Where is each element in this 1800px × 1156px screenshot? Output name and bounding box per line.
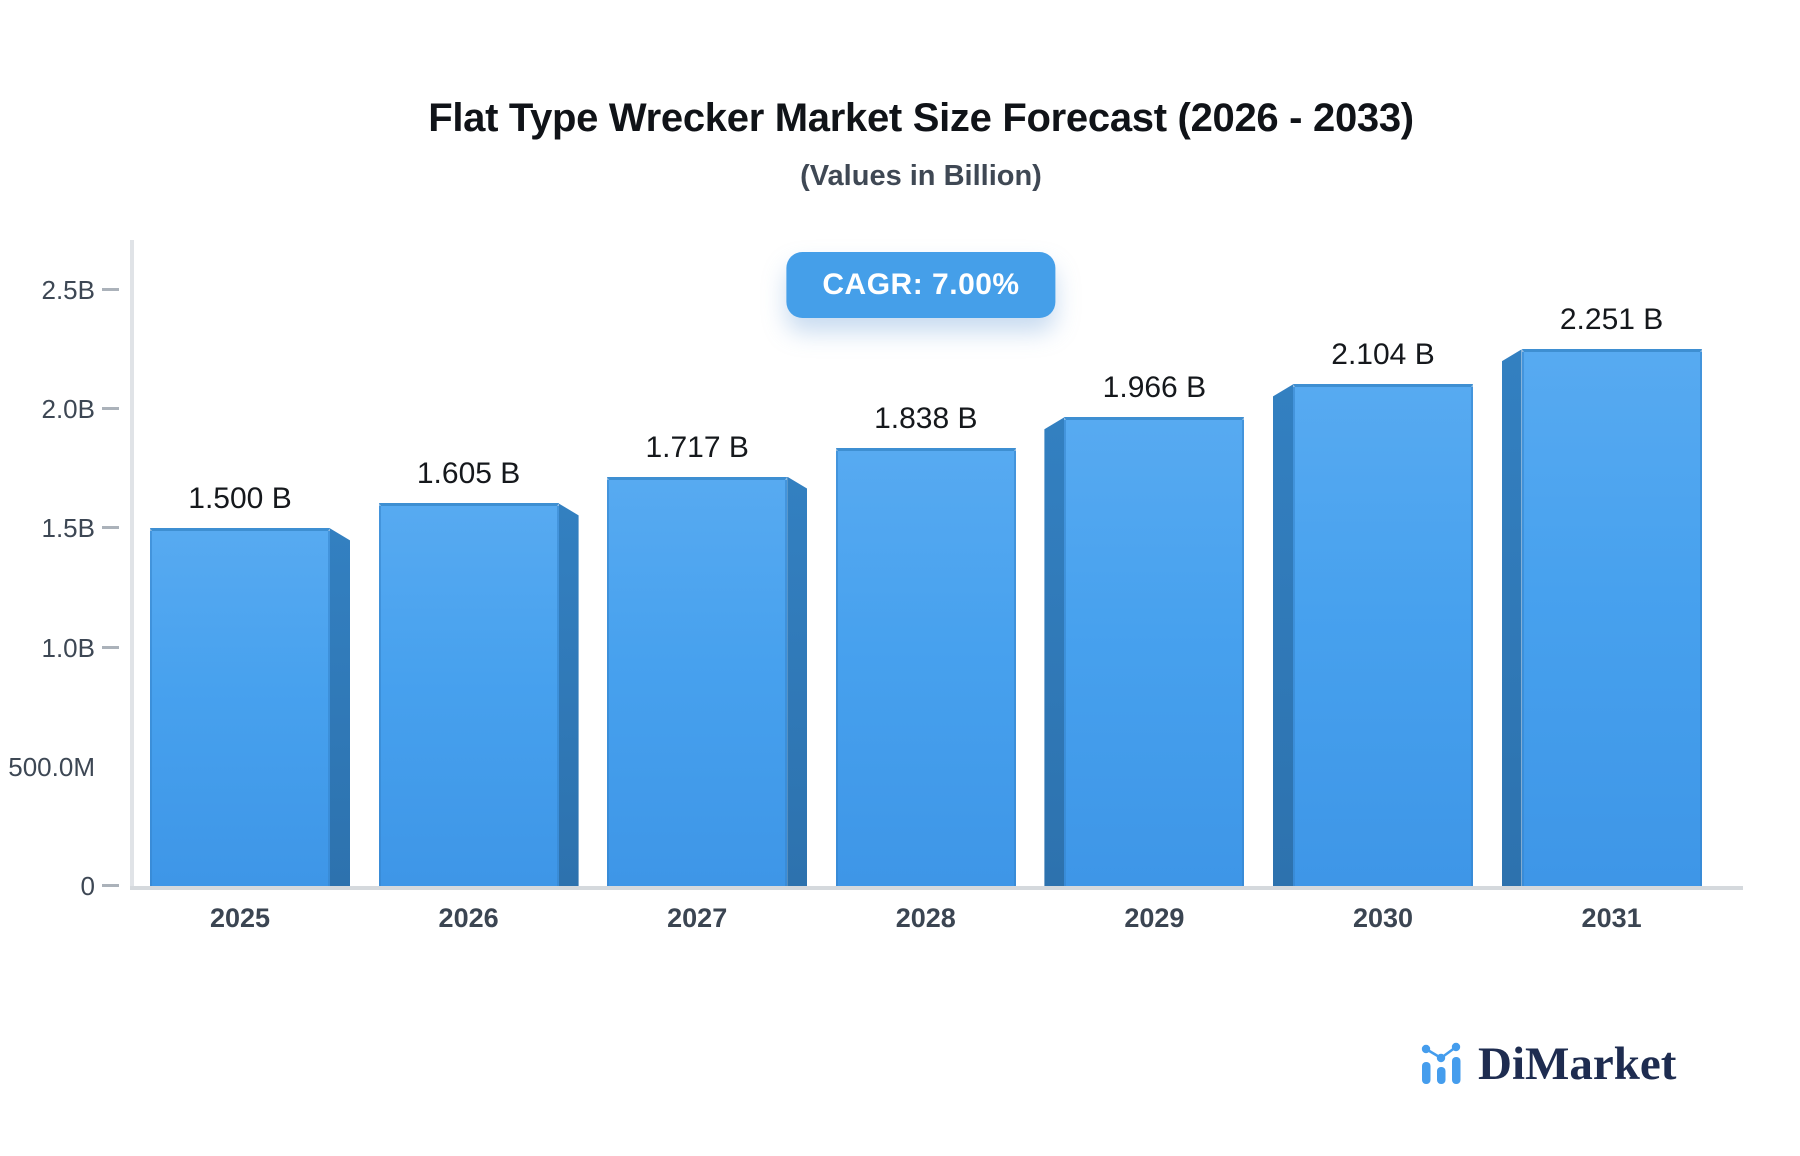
x-axis-label: 2028: [895, 903, 956, 933]
y-axis-tick-mark: [102, 645, 119, 649]
bar-value-label: 1.717 B: [645, 430, 749, 464]
x-axis-label: 2030: [1352, 903, 1414, 933]
y-axis-tick-mark: [102, 526, 119, 530]
chart-subtitle: (Values in Billion): [800, 160, 1042, 192]
bar-value-label: 1.966 B: [1102, 371, 1207, 405]
bar-3d-side-face: [1273, 384, 1293, 886]
bar-2028: [835, 447, 1016, 886]
y-axis-tick-label: 1.0B: [41, 632, 96, 663]
x-axis-label: 2027: [667, 903, 728, 933]
y-axis-line: [130, 240, 134, 890]
bar-2027: [607, 476, 788, 886]
y-axis-tick-mark: [102, 884, 119, 887]
y-axis-tick-label: 2.0B: [41, 394, 96, 425]
cagr-badge: CAGR: 7.00%: [786, 252, 1056, 318]
bar-3d-side-face: [330, 528, 350, 886]
bar-value-label: 1.500 B: [188, 482, 292, 516]
x-axis-baseline: [130, 886, 1743, 890]
bar-value-label: 1.838 B: [874, 401, 978, 435]
bar-2030: [1293, 384, 1473, 886]
y-axis-tick-mark: [102, 288, 119, 291]
x-axis-label: 2031: [1581, 903, 1642, 933]
y-axis-tick-label: 2.5B: [41, 275, 96, 305]
bar-2029: [1064, 417, 1245, 886]
bar-value-label: 2.251 B: [1559, 303, 1664, 337]
bar-3d-side-face: [787, 476, 808, 886]
bar-2031: [1521, 349, 1702, 886]
y-axis-tick-mark: [102, 407, 119, 411]
dimarket-logo: DiMarket: [1420, 1040, 1676, 1088]
y-axis-tick-label: 0: [80, 871, 95, 901]
bar-3d-side-face: [1044, 417, 1065, 886]
y-axis-tick-label: 1.5B: [41, 513, 96, 544]
y-axis-tick-label: 500.0M: [8, 751, 95, 782]
x-axis-label: 2026: [438, 903, 499, 933]
logo-wordmark: DiMarket: [1478, 1038, 1677, 1090]
x-axis-label: 2029: [1124, 903, 1185, 933]
bar-3d-side-face: [558, 503, 579, 886]
bar-value-label: 1.605 B: [416, 457, 521, 491]
bar-3d-side-face: [1501, 349, 1522, 886]
x-axis-label: 2025: [209, 903, 271, 933]
bar-2026: [378, 503, 559, 886]
bar-2025: [150, 528, 330, 886]
chart-title: Flat Type Wrecker Market Size Forecast (…: [428, 96, 1414, 140]
bar-value-label: 2.104 B: [1331, 338, 1435, 372]
bar-chart-trend-icon: [1421, 1042, 1461, 1084]
